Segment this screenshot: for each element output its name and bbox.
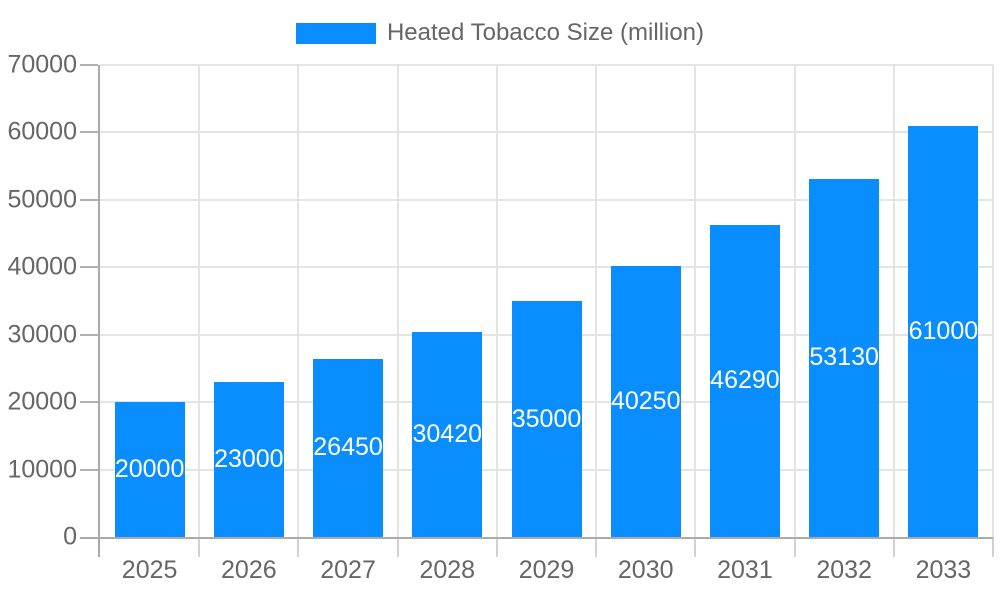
x-axis-label: 2033 xyxy=(915,556,972,584)
y-axis-label: 70000 xyxy=(7,50,77,79)
y-axis-label: 20000 xyxy=(7,387,77,416)
bar-2029[interactable]: 35000 xyxy=(511,301,582,537)
bar-value-label: 30420 xyxy=(412,419,483,448)
x-axis-line xyxy=(80,537,993,539)
gridline-vertical xyxy=(793,65,796,537)
bar-value-label: 35000 xyxy=(511,404,582,433)
bar-2026[interactable]: 23000 xyxy=(213,381,284,537)
y-axis-label: 30000 xyxy=(7,320,77,349)
x-axis-tick xyxy=(396,537,399,557)
x-axis-label: 2032 xyxy=(816,556,872,584)
bar-2028[interactable]: 30420 xyxy=(412,331,483,537)
y-axis-tick xyxy=(80,468,98,471)
bar-2030[interactable]: 40250 xyxy=(610,265,681,537)
bar-value-label: 61000 xyxy=(908,316,979,345)
bar-value-label: 40250 xyxy=(610,386,681,415)
x-axis-tick xyxy=(892,537,895,557)
gridline-vertical xyxy=(694,65,697,537)
y-axis-tick xyxy=(80,198,98,201)
gridline-vertical xyxy=(892,65,895,537)
y-axis-tick xyxy=(80,64,98,66)
x-axis-label: 2028 xyxy=(419,556,476,584)
x-axis-tick xyxy=(793,537,796,557)
bar-2031[interactable]: 46290 xyxy=(709,224,780,537)
y-axis-label: 40000 xyxy=(7,252,77,281)
x-axis-label: 2025 xyxy=(121,556,178,584)
x-axis-tick xyxy=(992,537,994,557)
y-axis-tick xyxy=(80,266,98,269)
gridline-vertical xyxy=(595,65,598,537)
x-axis-tick xyxy=(595,537,598,557)
gridline-vertical xyxy=(396,65,399,537)
y-axis-label: 0 xyxy=(63,522,77,551)
x-axis-tick xyxy=(198,537,201,557)
y-axis-tick xyxy=(80,333,98,336)
legend[interactable]: Heated Tobacco Size (million) xyxy=(0,19,1000,47)
x-axis-label: 2029 xyxy=(518,556,575,584)
y-axis-label: 50000 xyxy=(7,185,77,214)
x-axis-label: 2027 xyxy=(320,556,376,584)
gridline-vertical xyxy=(297,65,300,537)
gridline-horizontal xyxy=(100,266,993,269)
bar-2025[interactable]: 20000 xyxy=(114,402,185,537)
legend-label: Heated Tobacco Size (million) xyxy=(386,19,705,46)
y-axis-label: 10000 xyxy=(7,455,77,484)
x-axis-label: 2030 xyxy=(617,556,674,584)
gridline-vertical xyxy=(992,65,994,537)
gridline-vertical xyxy=(495,65,498,537)
x-axis-label: 2031 xyxy=(717,556,773,584)
bar-value-label: 26450 xyxy=(313,433,383,462)
gridline-horizontal xyxy=(100,198,993,201)
y-axis-tick xyxy=(80,131,98,134)
bar-value-label: 20000 xyxy=(114,455,185,484)
y-axis-label: 60000 xyxy=(7,117,77,146)
gridline-horizontal xyxy=(100,64,993,66)
gridline-horizontal xyxy=(100,131,993,134)
gridline-vertical xyxy=(198,65,201,537)
x-axis-tick xyxy=(495,537,498,557)
bar-value-label: 46290 xyxy=(710,366,780,395)
bar-value-label: 53130 xyxy=(809,343,879,372)
y-axis-tick xyxy=(80,401,98,404)
legend-swatch xyxy=(295,22,376,44)
bar-2027[interactable]: 26450 xyxy=(313,358,384,537)
x-axis-tick xyxy=(297,537,300,557)
x-axis-label: 2026 xyxy=(221,556,277,584)
y-axis-line xyxy=(98,65,100,557)
x-axis-tick xyxy=(694,537,697,557)
bar-2033[interactable]: 61000 xyxy=(908,125,979,537)
bar-2032[interactable]: 53130 xyxy=(809,178,880,537)
bar-value-label: 23000 xyxy=(214,444,284,473)
